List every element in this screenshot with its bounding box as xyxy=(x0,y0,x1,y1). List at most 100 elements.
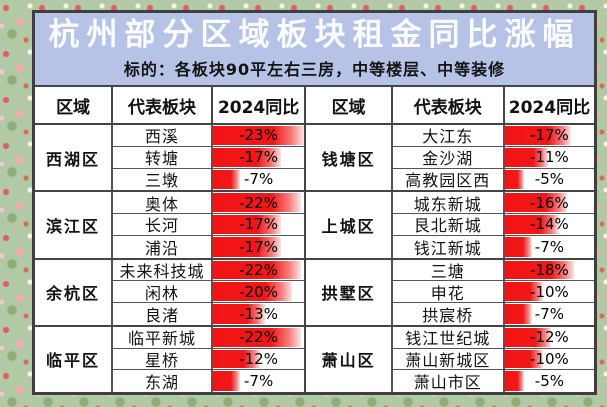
yoy-cell: -16% xyxy=(504,192,594,214)
table-header-row: 区域 代表板块 2024同比 xyxy=(306,87,594,125)
yoy-cell: -7% xyxy=(212,169,305,191)
district-name: 临平区 xyxy=(35,326,114,392)
yoy-value: -7% xyxy=(534,237,565,256)
yoy-data-bar-icon xyxy=(212,371,241,391)
yoy-cell: -22% xyxy=(212,192,305,214)
yoy-cell: -17% xyxy=(212,147,305,169)
rent-tables: 区域 代表板块 2024同比 西湖区 西溪 -23% 转塘 -17% 三墩 -7… xyxy=(35,87,594,392)
district-group: 余杭区 未来科技城 -22% 闲林 -20% 良渚 -13% xyxy=(35,259,305,327)
block-name: 长河 xyxy=(113,214,213,236)
yoy-cell: -10% xyxy=(504,349,594,371)
yoy-value: -17% xyxy=(239,237,278,256)
block-name: 浦沿 xyxy=(113,235,213,258)
block-name: 高教园区西 xyxy=(393,168,505,191)
column-header-yoy: 2024同比 xyxy=(508,97,591,118)
yoy-data-bar-icon xyxy=(212,349,261,369)
district-name: 西湖区 xyxy=(35,125,114,191)
district-name: 上城区 xyxy=(306,192,393,258)
yoy-data-bar-icon xyxy=(504,349,544,369)
table-body: 西湖区 西溪 -23% 转塘 -17% 三墩 -7% 滨江区 奥体 -22% 长… xyxy=(35,125,305,392)
yoy-data-bar-icon xyxy=(212,147,281,167)
yoy-value: -20% xyxy=(239,282,278,301)
yoy-data-bar-icon xyxy=(504,126,571,145)
yoy-value: -5% xyxy=(534,170,565,189)
yoy-data-bar-icon xyxy=(212,193,301,212)
block-name: 萧山市区 xyxy=(393,370,505,392)
yoy-value: -7% xyxy=(244,170,274,189)
block-name: 拱宸桥 xyxy=(393,303,505,325)
yoy-cell: -13% xyxy=(212,303,305,325)
yoy-value: -7% xyxy=(534,304,565,323)
block-name: 申花 xyxy=(392,281,505,303)
district-group: 临平区 临平新城 -22% 星桥 -12% 东湖 -7% xyxy=(35,326,305,392)
yoy-cell: -17% xyxy=(212,236,305,258)
block-name: 钱江新城 xyxy=(393,235,505,258)
yoy-data-bar-icon xyxy=(504,147,548,167)
block-name: 钱江世纪城 xyxy=(392,326,505,349)
yoy-cell: -22% xyxy=(212,260,305,282)
yoy-cell: -5% xyxy=(504,370,594,392)
yoy-value: -5% xyxy=(534,372,565,391)
block-name: 未来科技城 xyxy=(113,259,213,282)
block-name: 金沙湖 xyxy=(392,146,505,169)
infographic-panel: 杭州部分区域板块租金同比涨幅 标的：各板块90平左右三房，中等楼层、中等装修 区… xyxy=(32,10,597,395)
column-header-block: 代表板块 xyxy=(393,87,505,123)
yoy-cell: -23% xyxy=(212,125,305,147)
block-name: 良渚 xyxy=(113,303,213,325)
yoy-cell: -10% xyxy=(504,281,594,303)
block-name: 萧山新城区 xyxy=(392,348,505,371)
yoy-cell: -7% xyxy=(504,236,594,258)
block-name: 转塘 xyxy=(113,146,213,169)
district-group: 钱塘区 大江东 -17% 金沙湖 -11% 高教园区西 -5% xyxy=(306,125,594,193)
column-header-district: 区域 xyxy=(306,87,393,123)
yoy-data-bar-icon xyxy=(504,371,525,391)
district-group: 西湖区 西溪 -23% 转塘 -17% 三墩 -7% xyxy=(35,125,305,193)
yoy-cell: -7% xyxy=(212,370,305,392)
yoy-data-bar-icon xyxy=(504,282,544,301)
district-name: 余杭区 xyxy=(35,259,114,325)
yoy-value: -7% xyxy=(244,372,274,391)
yoy-value: -17% xyxy=(239,148,278,167)
yoy-data-bar-icon xyxy=(212,169,241,190)
district-group: 拱墅区 三塘 -18% 申花 -10% 拱宸桥 -7% xyxy=(306,259,594,327)
yoy-value: -11% xyxy=(530,148,569,167)
block-name: 东湖 xyxy=(113,370,213,392)
yoy-cell: -22% xyxy=(212,327,305,349)
yoy-value: -13% xyxy=(239,304,278,323)
subtitle: 标的：各板块90平左右三房，中等楼层、中等装修 xyxy=(123,59,506,79)
yoy-value: -22% xyxy=(239,328,278,347)
yoy-data-bar-icon xyxy=(212,215,281,234)
yoy-data-bar-icon xyxy=(212,304,266,324)
yoy-cell: -18% xyxy=(504,260,594,282)
yoy-cell: -17% xyxy=(212,214,305,236)
yoy-data-bar-icon xyxy=(212,236,281,257)
yoy-value: -14% xyxy=(530,215,569,234)
block-name: 奥体 xyxy=(113,192,213,214)
table-body: 钱塘区 大江东 -17% 金沙湖 -11% 高教园区西 -5% 上城区 城东新城… xyxy=(306,125,594,392)
yoy-data-bar-icon xyxy=(212,260,301,280)
yoy-cell: -17% xyxy=(504,125,594,147)
block-name: 大江东 xyxy=(392,125,505,147)
yoy-data-bar-icon xyxy=(504,193,568,212)
district-group: 滨江区 奥体 -22% 长河 -17% 浦沿 -17% xyxy=(35,192,305,260)
district-name: 拱墅区 xyxy=(306,259,393,325)
block-name: 闲林 xyxy=(113,281,213,303)
yoy-value: -18% xyxy=(530,260,569,279)
yoy-cell: -7% xyxy=(504,303,594,325)
yoy-value: -12% xyxy=(530,328,569,347)
yoy-cell: -12% xyxy=(212,349,305,371)
yoy-data-bar-icon xyxy=(504,304,532,324)
yoy-value: -10% xyxy=(530,349,569,368)
yoy-data-bar-icon xyxy=(504,215,560,234)
yoy-value: -22% xyxy=(239,193,278,212)
block-name: 临平新城 xyxy=(113,326,213,349)
yoy-data-bar-icon xyxy=(504,169,525,190)
district-name: 萧山区 xyxy=(306,326,393,392)
title-block: 杭州部分区域板块租金同比涨幅 标的：各板块90平左右三房，中等楼层、中等装修 xyxy=(35,13,594,87)
yoy-cell: -14% xyxy=(504,214,594,236)
block-name: 西溪 xyxy=(113,125,213,147)
district-group: 萧山区 钱江世纪城 -12% 萧山新城区 -10% 萧山市区 -5% xyxy=(306,326,594,392)
block-name: 艮北新城 xyxy=(392,214,505,236)
yoy-cell: -12% xyxy=(504,327,594,349)
rent-table-right: 区域 代表板块 2024同比 钱塘区 大江东 -17% 金沙湖 -11% 高教园… xyxy=(306,87,594,392)
